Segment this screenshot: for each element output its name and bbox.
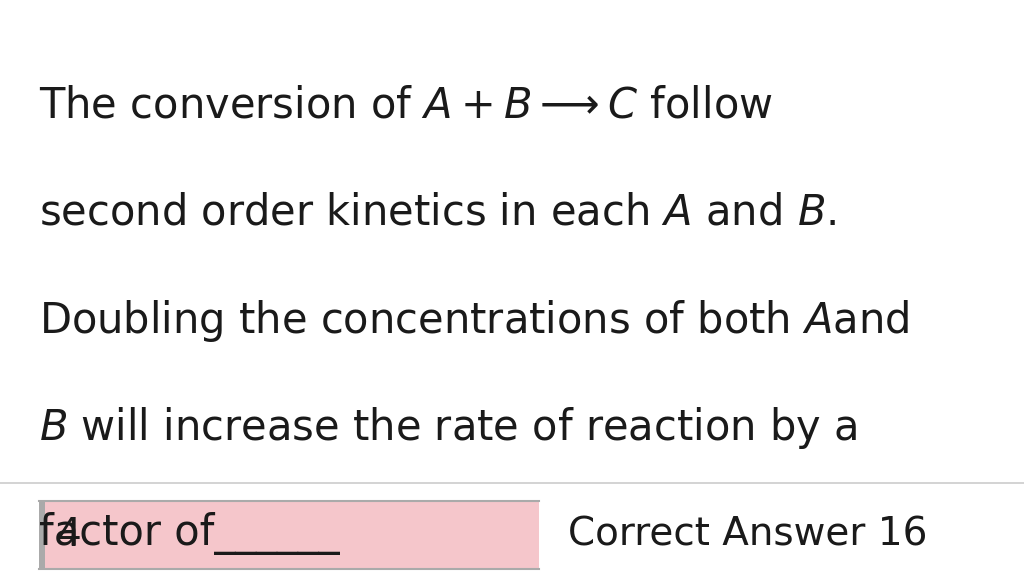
Text: $B$ will increase the rate of reaction by a: $B$ will increase the rate of reaction b…: [39, 405, 857, 451]
Text: 4: 4: [56, 516, 81, 553]
Bar: [39, 501, 539, 569]
Text: factor of______: factor of______: [39, 512, 340, 555]
Text: second order kinetics in each $A$ and $B$.: second order kinetics in each $A$ and $B…: [39, 192, 837, 234]
Text: Correct Answer 16: Correct Answer 16: [568, 516, 928, 553]
Text: The conversion of $A+B\longrightarrow C$ follow: The conversion of $A+B\longrightarrow C$…: [39, 85, 773, 127]
Text: Doubling the concentrations of both $A$and: Doubling the concentrations of both $A$a…: [39, 298, 909, 345]
Bar: [39, 501, 45, 569]
